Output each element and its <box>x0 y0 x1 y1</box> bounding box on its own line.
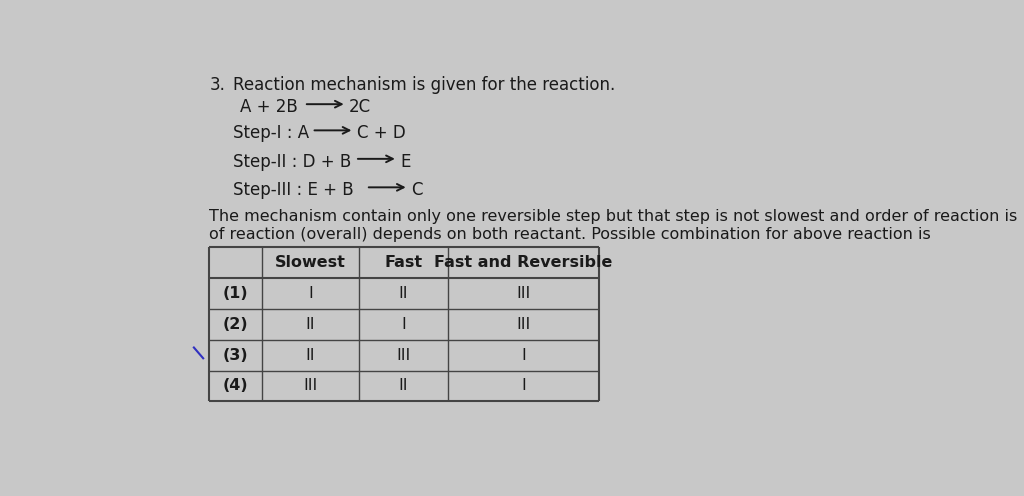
Text: I: I <box>521 378 526 393</box>
Text: Step-II : D + B: Step-II : D + B <box>232 153 351 171</box>
Text: III: III <box>396 348 411 363</box>
Text: II: II <box>398 286 409 301</box>
Text: Fast and Reversible: Fast and Reversible <box>434 255 612 270</box>
Text: III: III <box>303 378 317 393</box>
Text: Reaction mechanism is given for the reaction.: Reaction mechanism is given for the reac… <box>232 76 614 94</box>
Text: III: III <box>516 317 530 332</box>
Text: (2): (2) <box>223 317 249 332</box>
Text: E: E <box>400 153 411 171</box>
Text: The mechanism contain only one reversible step but that step is not slowest and : The mechanism contain only one reversibl… <box>209 209 1024 224</box>
Text: Slowest: Slowest <box>275 255 346 270</box>
Text: (4): (4) <box>223 378 249 393</box>
Text: 3.: 3. <box>209 76 225 94</box>
Text: Fast: Fast <box>384 255 423 270</box>
Text: III: III <box>516 286 530 301</box>
Text: I: I <box>308 286 313 301</box>
Text: I: I <box>401 317 406 332</box>
Text: (3): (3) <box>223 348 249 363</box>
Text: Step-III : E + B: Step-III : E + B <box>232 181 353 199</box>
Text: II: II <box>306 348 315 363</box>
Text: II: II <box>306 317 315 332</box>
Text: Step-I : A: Step-I : A <box>232 124 309 142</box>
Text: C + D: C + D <box>356 124 406 142</box>
Text: A + 2B: A + 2B <box>241 98 298 116</box>
Text: C: C <box>411 181 422 199</box>
Text: II: II <box>398 378 409 393</box>
Text: 2C: 2C <box>349 98 371 116</box>
Text: (1): (1) <box>223 286 249 301</box>
Text: of reaction (overall) depends on both reactant. Possible combination for above r: of reaction (overall) depends on both re… <box>209 227 931 243</box>
Text: I: I <box>521 348 526 363</box>
